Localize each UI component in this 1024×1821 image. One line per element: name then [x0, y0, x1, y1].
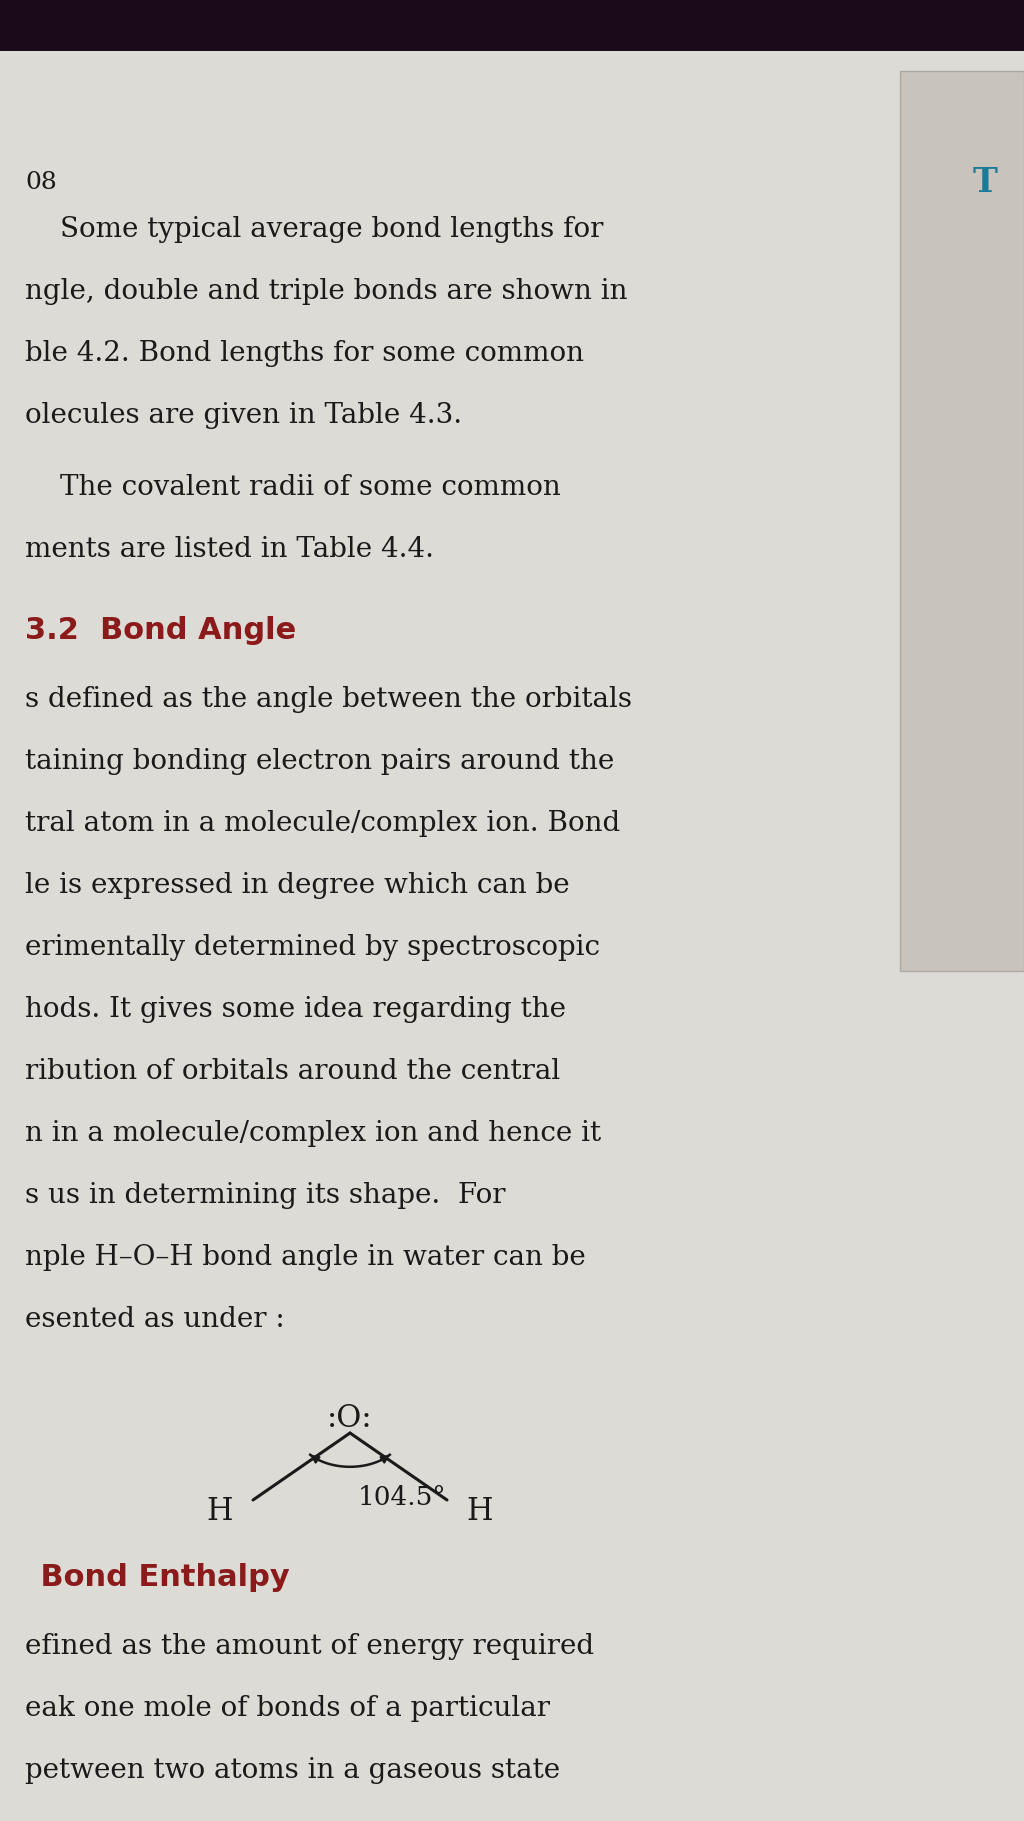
Text: Some typical average bond lengths for: Some typical average bond lengths for — [60, 217, 603, 242]
Bar — [0, 0, 1024, 51]
Text: esented as under :: esented as under : — [25, 1306, 285, 1333]
Text: 104.5°: 104.5° — [358, 1484, 446, 1510]
Text: taining bonding electron pairs around the: taining bonding electron pairs around th… — [25, 748, 614, 776]
Text: eak one mole of bonds of a particular: eak one mole of bonds of a particular — [25, 1695, 550, 1723]
Text: nple H–O–H bond angle in water can be: nple H–O–H bond angle in water can be — [25, 1244, 586, 1271]
Text: 08: 08 — [25, 171, 56, 195]
Text: ments are listed in Table 4.4.: ments are listed in Table 4.4. — [25, 535, 434, 563]
Text: petween two atoms in a gaseous state: petween two atoms in a gaseous state — [25, 1757, 560, 1785]
Text: ble 4.2. Bond lengths for some common: ble 4.2. Bond lengths for some common — [25, 341, 584, 368]
Text: erimentally determined by spectroscopic: erimentally determined by spectroscopic — [25, 934, 600, 961]
Text: olecules are given in Table 4.3.: olecules are given in Table 4.3. — [25, 402, 462, 430]
Text: The covalent radii of some common: The covalent radii of some common — [60, 473, 561, 501]
Text: le is expressed in degree which can be: le is expressed in degree which can be — [25, 872, 569, 900]
Text: efined as the amount of energy required: efined as the amount of energy required — [25, 1633, 594, 1661]
Text: n in a molecule/complex ion and hence it: n in a molecule/complex ion and hence it — [25, 1120, 601, 1147]
Text: 3.2  Bond Angle: 3.2 Bond Angle — [25, 615, 296, 645]
Text: Bond Enthalpy: Bond Enthalpy — [10, 1562, 290, 1592]
Text: T: T — [973, 166, 997, 198]
Bar — [900, 71, 1024, 971]
Text: s us in determining its shape.  For: s us in determining its shape. For — [25, 1182, 506, 1209]
Text: :O:: :O: — [328, 1402, 373, 1433]
Text: hods. It gives some idea regarding the: hods. It gives some idea regarding the — [25, 996, 566, 1023]
Text: ngle, double and triple bonds are shown in: ngle, double and triple bonds are shown … — [25, 279, 628, 304]
Text: tral atom in a molecule/complex ion. Bond: tral atom in a molecule/complex ion. Bon… — [25, 810, 621, 838]
Text: s defined as the angle between the orbitals: s defined as the angle between the orbit… — [25, 687, 632, 714]
Text: H: H — [207, 1497, 233, 1528]
Text: ribution of orbitals around the central: ribution of orbitals around the central — [25, 1058, 560, 1085]
Text: H: H — [467, 1497, 494, 1528]
